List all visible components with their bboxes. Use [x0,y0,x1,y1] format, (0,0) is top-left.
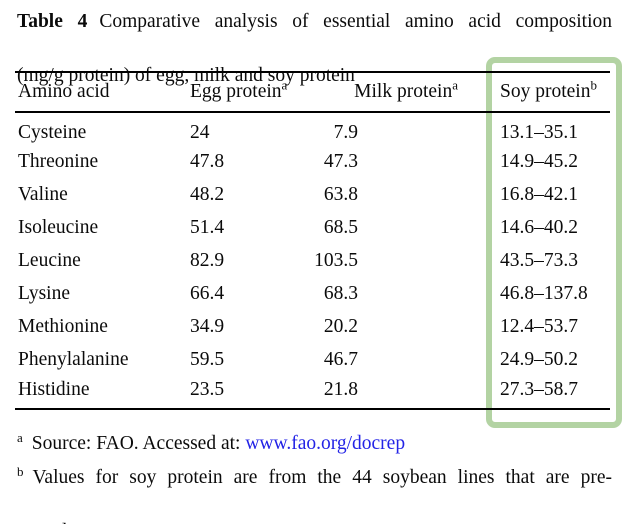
footnote-b-text-line-2: sented as a range [17,518,612,524]
milk-value-cell: 7.9 [333,121,358,143]
milk-value-cell: 68.5 [323,216,358,238]
egg-value-cell: 24 [190,121,210,143]
header-soy-superscript: b [590,77,597,93]
footnote-a-text: Source: FAO. Accessed at: [31,433,246,454]
header-soy-protein: Soy proteinb [460,72,610,112]
table-row: Threonine 47.8 47.3 14.9–45.2 [15,145,610,178]
milk-value-cell: 63.8 [323,183,358,205]
egg-value-cell: 59.5 [190,348,225,370]
egg-value-cell: 51.4 [190,216,225,238]
soy-value-cell: 24.9–50.2 [500,348,578,370]
egg-value-cell: 23.5 [190,378,225,400]
soy-value-cell: 13.1–35.1 [500,121,578,143]
milk-value-cell: 20.2 [323,315,358,337]
table-row: Lysine 66.4 68.3 46.8–137.8 [15,277,610,310]
footnotes: a Source: FAO. Accessed at: www.fao.org/d… [17,428,612,524]
egg-value-cell: 47.8 [190,150,225,172]
amino-acid-cell: Lysine [18,282,70,304]
amino-acid-table: Amino acid Egg proteina Milk proteina So… [15,71,610,410]
header-egg-superscript: a [281,77,288,93]
soy-value-cell: 12.4–53.7 [500,315,578,337]
table-row: Cysteine 24 7.9 13.1–35.1 [15,112,610,145]
soy-value-cell: 46.8–137.8 [500,282,588,304]
milk-value-cell: 21.8 [323,378,358,400]
amino-acid-cell: Valine [18,183,68,205]
header-milk-protein: Milk proteina [310,72,460,112]
footnote-a-link[interactable]: www.fao.org/docrep [245,433,406,454]
footnote-b-marker: b [17,463,24,479]
table-row: Leucine 82.9 103.5 43.5–73.3 [15,244,610,277]
amino-acid-cell: Histidine [18,378,90,400]
soy-value-cell: 16.8–42.1 [500,183,578,205]
amino-acid-cell: Threonine [18,150,99,172]
header-soy-protein-label: Soy protein [500,81,591,102]
amino-acid-table-wrap: Amino acid Egg proteina Milk proteina So… [15,71,610,410]
amino-acid-cell: Phenylalanine [18,348,129,370]
caption-text-line-1: Comparative analysis of essential amino … [99,11,612,32]
header-egg-protein: Egg proteina [190,72,310,112]
table-row: Isoleucine 51.4 68.5 14.6–40.2 [15,211,610,244]
soy-value-cell: 27.3–58.7 [500,378,578,400]
milk-value-cell: 46.7 [323,348,358,370]
milk-value-cell: 68.3 [323,282,358,304]
egg-value-cell: 48.2 [190,183,225,205]
egg-value-cell: 34.9 [190,315,225,337]
header-milk-protein-label: Milk protein [354,81,453,102]
table-header: Amino acid Egg proteina Milk proteina So… [15,72,610,112]
caption-line-1: Table 4 Comparative analysis of essential… [17,8,612,62]
egg-value-cell: 66.4 [190,282,225,304]
amino-acid-cell: Leucine [18,249,81,271]
caption-text-line-2: (mg/g protein) of egg, milk and soy prot… [17,65,355,86]
footnote-b-text-line-1: Values for soy protein are from the 44 s… [32,467,613,488]
footnote-b-line-1: b Values for soy protein are from the 44 … [17,464,612,518]
soy-protein-highlight-box [486,57,622,428]
table-row: Histidine 23.5 21.8 27.3–58.7 [15,376,610,409]
header-milk-superscript: a [452,77,458,93]
table-body: Cysteine 24 7.9 13.1–35.1 Threonine 47.8 47.3 1… [15,112,610,409]
soy-value-cell: 43.5–73.3 [500,249,578,271]
egg-value-cell: 82.9 [190,249,225,271]
header-egg-protein-label: Egg protein [190,81,282,102]
amino-acid-cell: Cysteine [18,121,87,143]
header-amino-acid: Amino acid [15,72,190,112]
table-row: Valine 48.2 63.8 16.8–42.1 [15,178,610,211]
footnote-a: a Source: FAO. Accessed at: www.fao.org/d… [17,430,612,457]
milk-value-cell: 47.3 [323,150,358,172]
soy-value-cell: 14.9–45.2 [500,150,578,172]
amino-acid-cell: Methionine [18,315,108,337]
header-row: Amino acid Egg proteina Milk proteina So… [15,72,610,112]
table-row: Phenylalanine 59.5 46.7 24.9–50.2 [15,343,610,376]
footnote-b: b Values for soy protein are from the 44 … [17,464,612,524]
milk-value-cell: 103.5 [314,249,358,271]
table-caption: Table 4 Comparative analysis of essential… [17,8,612,89]
header-amino-acid-label: Amino acid [18,81,110,102]
footnote-a-marker: a [17,429,23,445]
soy-value-cell: 14.6–40.2 [500,216,578,238]
amino-acid-cell: Isoleucine [18,216,99,238]
caption-label: Table 4 [17,11,88,32]
table-row: Methionine 34.9 20.2 12.4–53.7 [15,310,610,343]
